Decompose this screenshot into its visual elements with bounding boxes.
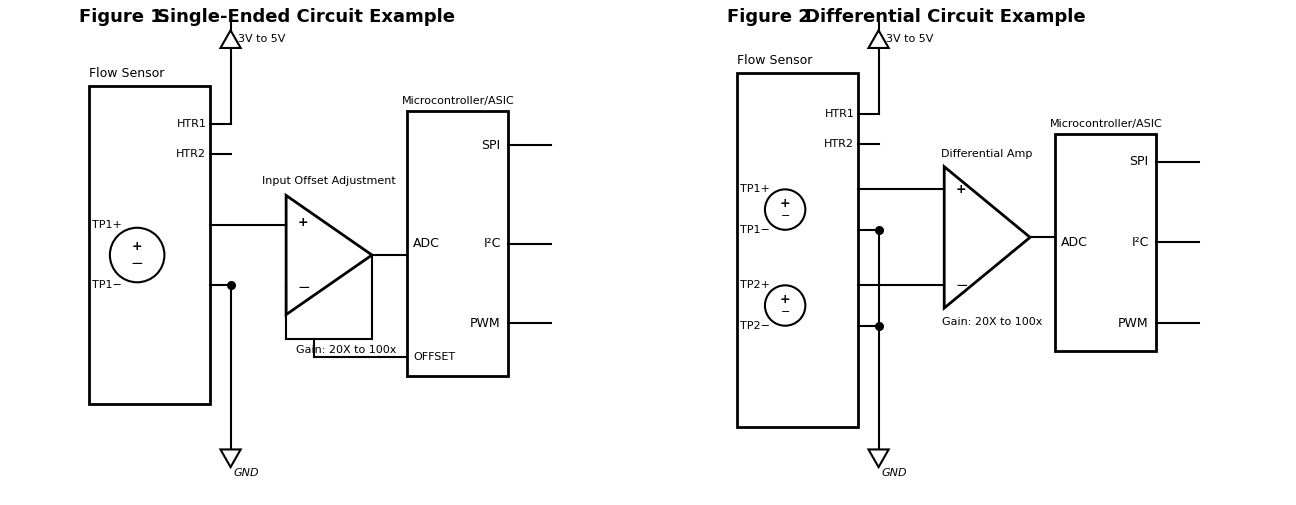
Text: PWM: PWM <box>470 317 500 330</box>
Text: OFFSET: OFFSET <box>413 352 455 362</box>
Text: TP1+: TP1+ <box>740 184 770 194</box>
Text: TP2+: TP2+ <box>740 280 770 290</box>
Text: −: − <box>131 256 144 271</box>
Text: +: + <box>780 197 791 210</box>
Bar <box>407 111 508 376</box>
Text: ADC: ADC <box>1061 236 1089 249</box>
Text: +: + <box>955 183 966 196</box>
Text: TP2−: TP2− <box>740 321 770 331</box>
Text: Microcontroller/ASIC: Microcontroller/ASIC <box>402 96 515 106</box>
Text: Microcontroller/ASIC: Microcontroller/ASIC <box>1050 119 1163 129</box>
Text: −: − <box>955 278 968 293</box>
Bar <box>1055 134 1156 351</box>
Text: Differential Amp: Differential Amp <box>941 148 1033 159</box>
Text: +: + <box>132 240 143 254</box>
Text: GND: GND <box>233 468 259 478</box>
Text: Input Offset Adjustment: Input Offset Adjustment <box>262 176 395 186</box>
Text: SPI: SPI <box>1130 155 1148 168</box>
Text: ADC: ADC <box>413 237 441 250</box>
Text: I²C: I²C <box>1131 236 1148 249</box>
Bar <box>89 86 210 404</box>
Text: HTR2: HTR2 <box>176 149 206 159</box>
Text: SPI: SPI <box>482 139 500 152</box>
Text: −: − <box>780 307 789 317</box>
Text: −: − <box>297 280 310 295</box>
Text: HTR1: HTR1 <box>176 119 206 129</box>
Text: Single-Ended Circuit Example: Single-Ended Circuit Example <box>157 8 455 26</box>
Text: TP1−: TP1− <box>740 225 770 235</box>
Bar <box>737 73 858 427</box>
Text: Figure 1.: Figure 1. <box>79 8 170 26</box>
Text: GND: GND <box>881 468 907 478</box>
Text: HTR1: HTR1 <box>824 109 854 119</box>
Text: Figure 2.: Figure 2. <box>727 8 818 26</box>
Text: Flow Sensor: Flow Sensor <box>737 54 813 67</box>
Text: 3V to 5V: 3V to 5V <box>885 34 933 44</box>
Text: TP1−: TP1− <box>92 280 122 290</box>
Text: HTR2: HTR2 <box>824 139 854 149</box>
Text: TP1+: TP1+ <box>92 220 122 230</box>
Text: Differential Circuit Example: Differential Circuit Example <box>805 8 1086 26</box>
Text: Flow Sensor: Flow Sensor <box>89 67 165 80</box>
Text: Gain: 20X to 100x: Gain: 20X to 100x <box>297 345 397 355</box>
Text: I²C: I²C <box>483 237 500 250</box>
Text: PWM: PWM <box>1118 317 1148 330</box>
Text: Gain: 20X to 100x: Gain: 20X to 100x <box>942 317 1042 327</box>
Text: +: + <box>780 293 791 306</box>
Text: 3V to 5V: 3V to 5V <box>237 34 285 44</box>
Text: −: − <box>780 211 789 221</box>
Text: +: + <box>297 216 308 229</box>
